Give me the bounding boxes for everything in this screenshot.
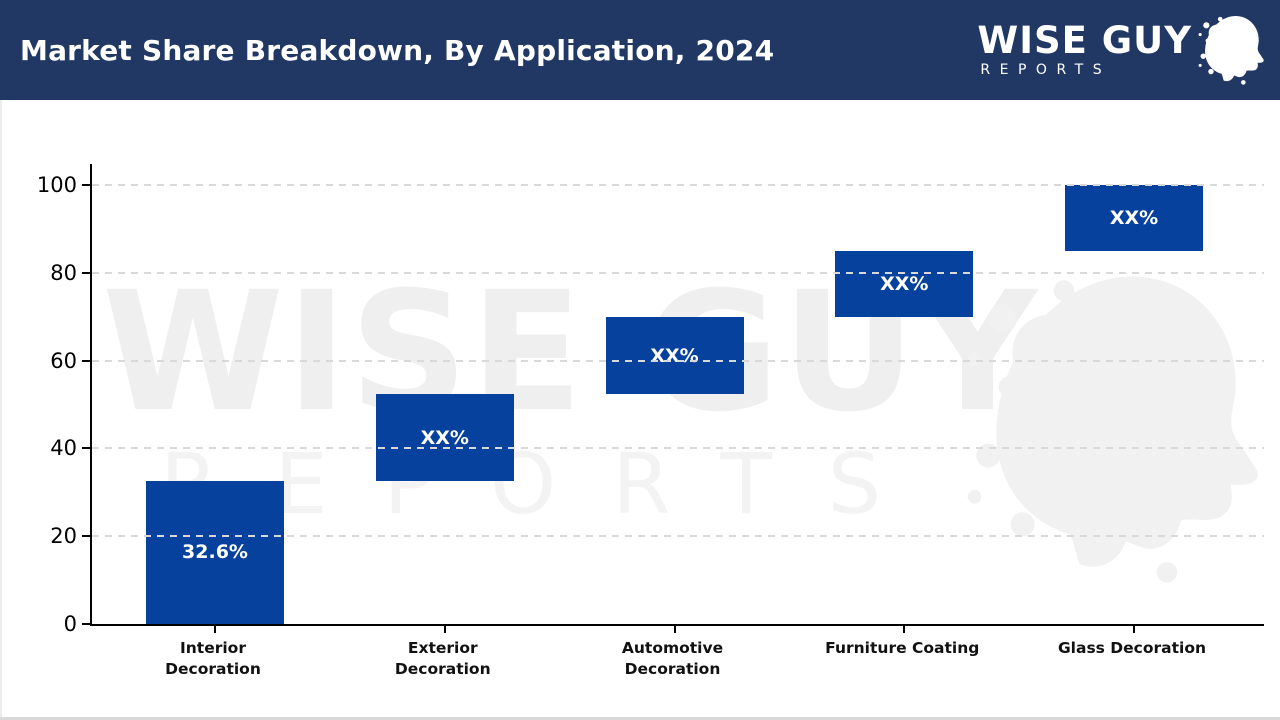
x-label-line: Glass Decoration <box>1057 639 1207 657</box>
y-tick <box>82 359 92 362</box>
x-label-glass-decoration: Glass Decoration <box>1019 638 1245 659</box>
brand-name: WISE GUY <box>977 19 1192 62</box>
x-label-line: Furniture Coating <box>825 639 980 657</box>
x-tick <box>673 626 676 633</box>
header-bar: Market Share Breakdown, By Application, … <box>0 0 1280 100</box>
x-label-line: Exterior <box>407 639 478 657</box>
y-tick <box>82 447 92 450</box>
x-label-automotive-decoration: Automotive Decoration <box>560 638 786 680</box>
y-tick <box>82 535 92 538</box>
bar-value-label: XX% <box>1109 206 1159 229</box>
bar-value-label: XX% <box>880 272 929 295</box>
gridline <box>92 359 1264 362</box>
gridline <box>92 447 1264 450</box>
x-label-line: Automotive <box>621 639 724 657</box>
brand-logo-text: WISE GUY REPORTS <box>977 22 1192 78</box>
x-label-line: Decoration <box>624 660 721 678</box>
chart-canvas: WISE GUY REPORTS 0 20 40 60 80 100 32.6% XX% XX%… <box>0 100 1280 717</box>
x-tick <box>1133 626 1135 633</box>
x-label-interior-decoration: Interior Decoration <box>100 638 326 680</box>
x-label-furniture-coating: Furniture Coating <box>789 638 1015 659</box>
y-tick <box>82 271 92 274</box>
y-tick-label: 0 <box>63 612 77 636</box>
waterfall-chart: 0 20 40 60 80 100 32.6% XX% XX% XX% XX% <box>37 164 1264 636</box>
gridline <box>92 184 1264 186</box>
bar-automotive-decoration: XX% <box>605 316 744 395</box>
bar-exterior-decoration: XX% <box>375 394 514 481</box>
bar-value-label: 32.6% <box>182 541 248 564</box>
y-tick-label: 20 <box>50 524 77 549</box>
y-tick <box>82 184 92 186</box>
bar-glass-decoration: XX% <box>1065 185 1203 251</box>
x-label-line: Interior <box>180 639 246 657</box>
x-label-exterior-decoration: Exterior Decoration <box>330 638 556 680</box>
bar-value-label: XX% <box>420 426 469 449</box>
bar-interior-decoration: 32.6% <box>146 480 284 624</box>
y-tick-label: 60 <box>50 348 77 373</box>
bar-value-label: XX% <box>650 344 699 367</box>
y-tick-label: 80 <box>50 260 77 285</box>
y-tick-label: 100 <box>36 173 77 197</box>
x-label-line: Decoration <box>165 660 261 678</box>
bar-furniture-coating: XX% <box>835 250 974 317</box>
page-title: Market Share Breakdown, By Application, … <box>20 33 775 67</box>
brand-logo: WISE GUY REPORTS <box>977 4 1268 96</box>
wiseguy-head-icon <box>1198 16 1264 85</box>
gridline <box>92 535 1264 538</box>
x-tick <box>214 626 216 633</box>
x-label-line: Decoration <box>394 660 491 678</box>
y-tick <box>82 623 92 625</box>
x-tick <box>443 626 446 633</box>
gridline <box>92 271 1264 274</box>
x-tick <box>903 626 906 633</box>
brand-subtitle: REPORTS <box>980 62 1112 78</box>
y-tick-label: 40 <box>50 436 77 461</box>
